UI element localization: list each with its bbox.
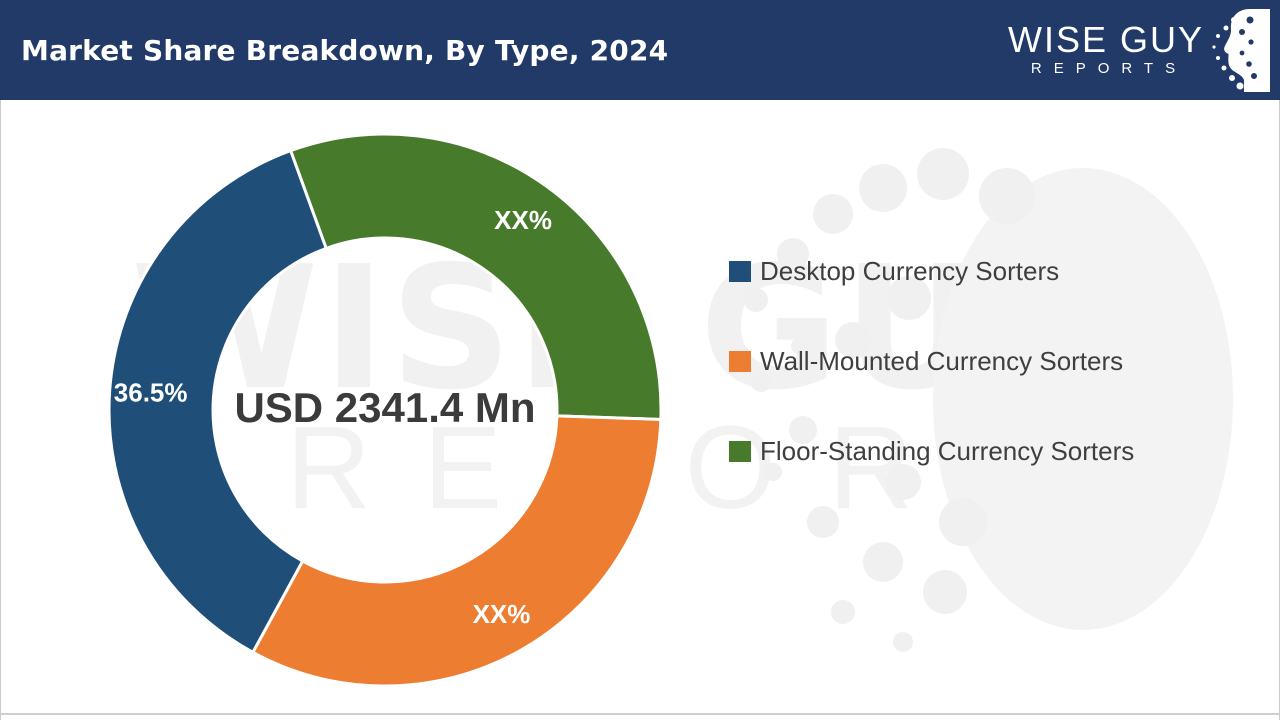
donut-segment-0 (289, 132, 663, 421)
watermark-dot (835, 322, 871, 358)
watermark-dot (831, 600, 855, 624)
watermark-dot (863, 542, 903, 582)
donut-segment-1 (251, 414, 663, 688)
legend-label: Desktop Currency Sorters (760, 255, 1060, 286)
legend-label: Floor-Standing Currency Sorters (760, 435, 1135, 466)
watermark-dot (777, 238, 809, 270)
watermark-dot (751, 372, 771, 392)
wise-guy-logo: WISE GUY REPORTS (1008, 6, 1270, 94)
segment-share-label: XX% (494, 205, 552, 235)
legend-label: Wall-Mounted Currency Sorters (760, 345, 1124, 376)
watermark-dot (791, 338, 807, 354)
logo-wordmark-line1: WISE GUY (1007, 19, 1204, 60)
donut-center-value: USD 2341.4 Mn (234, 384, 536, 431)
watermark-dot (939, 498, 987, 546)
bottom-divider (1, 713, 1280, 715)
watermark-dot (923, 570, 967, 614)
watermark-dot (917, 148, 969, 200)
logo-wordmark: WISE GUY REPORTS (1007, 19, 1204, 78)
watermark-dot (807, 506, 839, 538)
watermark-face-blob (933, 168, 1233, 630)
legend-color-swatch (729, 440, 751, 462)
legend-color-swatch (729, 350, 751, 372)
watermark-dot (813, 194, 853, 234)
legend-item: Wall-Mounted Currency Sorters (729, 345, 1134, 376)
chart-legend: Desktop Currency Sorters Wall-Mounted Cur… (729, 255, 1135, 527)
header-bar: Market Share Breakdown, By Type, 2024 WI… (0, 0, 1280, 100)
legend-color-swatch (729, 260, 751, 282)
page-title: Market Share Breakdown, By Type, 2024 (21, 33, 669, 67)
donut-segment-2 (107, 149, 328, 654)
watermark-dot (887, 276, 931, 320)
watermark-dot (744, 288, 768, 312)
legend-item: Desktop Currency Sorters (729, 255, 1134, 286)
legend-item: Floor-Standing Currency Sorters (729, 435, 1135, 466)
watermark-dot (789, 416, 817, 444)
watermark-dot (859, 164, 907, 212)
watermark-dot (764, 463, 782, 481)
segment-share-label: XX% (473, 599, 531, 629)
dotted-head-profile-icon (1212, 9, 1270, 92)
segment-share-label: 36.5% (114, 377, 188, 407)
logo-wordmark-line2: REPORTS (1030, 60, 1188, 77)
watermark-dot (885, 464, 921, 500)
watermark-dot (893, 632, 913, 652)
watermark-dot (979, 168, 1035, 224)
